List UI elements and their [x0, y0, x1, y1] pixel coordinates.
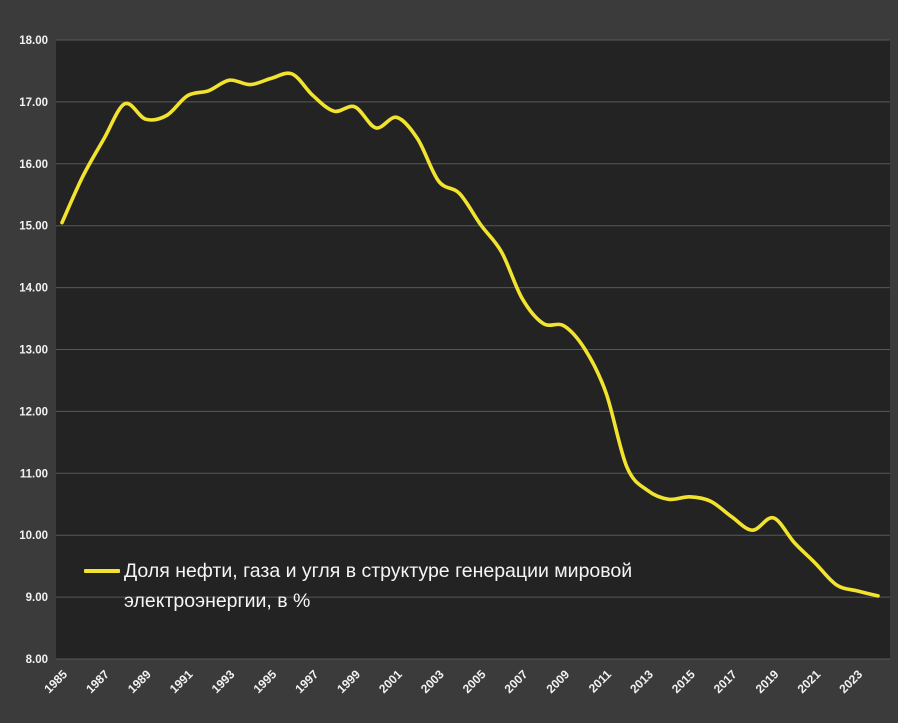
svg-text:1987: 1987 [83, 667, 112, 696]
svg-text:13.00: 13.00 [19, 345, 48, 357]
svg-text:2007: 2007 [502, 667, 531, 696]
svg-text:2003: 2003 [418, 667, 447, 696]
svg-text:2005: 2005 [460, 667, 489, 696]
svg-text:17.00: 17.00 [19, 97, 48, 109]
svg-text:11.00: 11.00 [20, 468, 48, 480]
svg-text:2013: 2013 [627, 667, 656, 696]
svg-text:1989: 1989 [125, 667, 154, 696]
svg-text:1991: 1991 [167, 667, 196, 696]
svg-text:10.00: 10.00 [19, 530, 48, 542]
chart-legend: Доля нефти, газа и угля в структуре гене… [84, 556, 724, 616]
legend-line-swatch [84, 569, 120, 573]
svg-text:2023: 2023 [836, 667, 865, 696]
svg-text:12.00: 12.00 [19, 406, 48, 418]
legend-label: Доля нефти, газа и угля в структуре гене… [124, 560, 633, 612]
svg-text:1995: 1995 [251, 667, 280, 696]
svg-text:1999: 1999 [334, 667, 363, 696]
svg-text:2019: 2019 [753, 667, 782, 696]
svg-text:1997: 1997 [292, 667, 321, 696]
svg-text:18.00: 18.00 [19, 35, 48, 47]
svg-text:16.00: 16.00 [19, 159, 48, 171]
svg-text:2009: 2009 [543, 667, 572, 696]
svg-text:2017: 2017 [711, 667, 740, 696]
svg-text:1993: 1993 [209, 667, 238, 696]
svg-text:2021: 2021 [795, 667, 824, 696]
svg-text:8.00: 8.00 [26, 654, 48, 666]
svg-text:1985: 1985 [41, 667, 70, 696]
svg-text:15.00: 15.00 [19, 221, 48, 233]
svg-text:2001: 2001 [376, 667, 405, 696]
svg-text:2011: 2011 [586, 667, 615, 696]
svg-text:14.00: 14.00 [19, 283, 48, 295]
svg-text:2015: 2015 [669, 667, 698, 696]
svg-text:9.00: 9.00 [26, 592, 48, 604]
